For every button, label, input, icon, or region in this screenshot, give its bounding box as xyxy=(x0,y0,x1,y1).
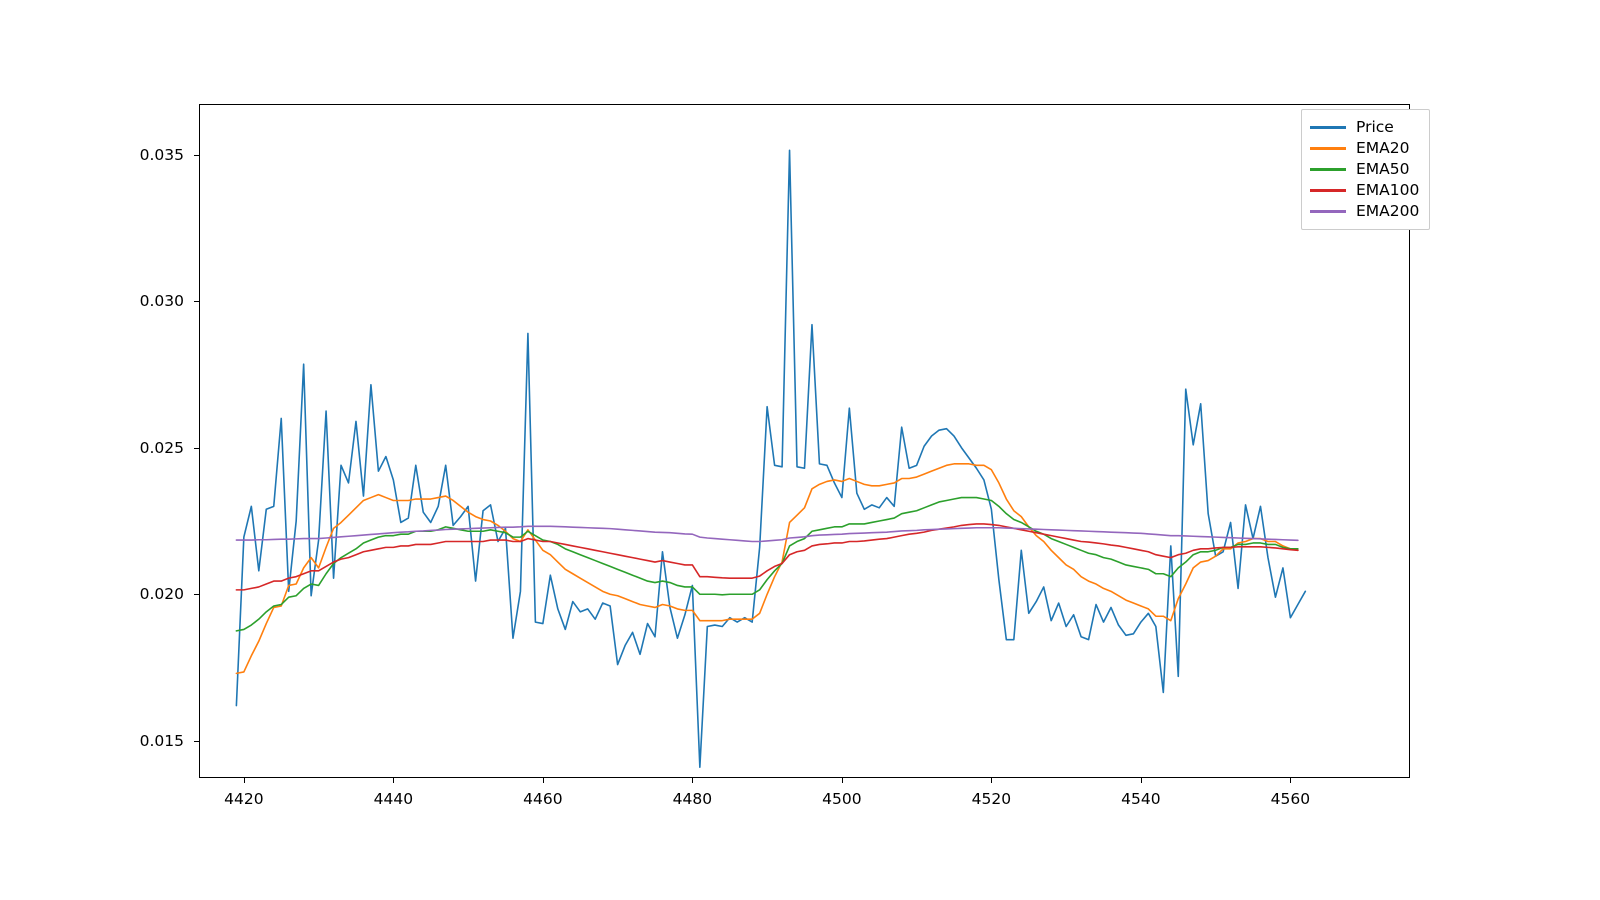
x-tick-label: 4480 xyxy=(672,790,713,808)
y-tick-label: 0.025 xyxy=(139,438,184,457)
series-line-ema50 xyxy=(235,496,1299,632)
y-tick-mark xyxy=(194,447,199,449)
legend-item-price[interactable]: Price xyxy=(1310,117,1419,138)
x-tick-mark xyxy=(991,778,993,783)
x-tick-label: 4500 xyxy=(822,790,862,808)
legend-label: EMA100 xyxy=(1356,180,1420,199)
legend-label: Price xyxy=(1356,117,1394,136)
x-tick-label: 4540 xyxy=(1121,790,1161,808)
y-tick-label: 0.035 xyxy=(139,145,184,164)
series-line-ema100 xyxy=(235,523,1299,591)
x-tick-label: 4520 xyxy=(971,790,1012,808)
legend-swatch-ema100 xyxy=(1310,189,1346,192)
y-tick-label: 0.015 xyxy=(139,731,184,750)
chart-legend[interactable]: Price EMA20 EMA50 EMA100 EMA200 xyxy=(1301,109,1431,230)
legend-item-ema20[interactable]: EMA20 xyxy=(1310,138,1419,159)
x-tick-mark xyxy=(692,778,694,783)
y-tick-label: 0.020 xyxy=(139,585,184,604)
series-line-ema20 xyxy=(235,463,1299,675)
series-line-ema200 xyxy=(235,525,1299,543)
legend-item-ema50[interactable]: EMA50 xyxy=(1310,159,1419,180)
x-tick-mark xyxy=(841,778,843,783)
legend-swatch-ema200 xyxy=(1310,210,1346,213)
y-tick-mark xyxy=(194,594,199,596)
y-tick-mark xyxy=(194,154,199,156)
plot-svg xyxy=(235,149,1307,768)
x-tick-mark xyxy=(393,778,395,783)
x-tick-label: 4420 xyxy=(224,790,264,808)
x-tick-label: 4560 xyxy=(1270,790,1311,808)
legend-swatch-ema20 xyxy=(1310,147,1346,150)
series-line-price xyxy=(235,149,1307,768)
legend-item-ema100[interactable]: EMA100 xyxy=(1310,180,1419,201)
plot-area xyxy=(199,104,1410,778)
legend-label: EMA200 xyxy=(1356,201,1420,220)
y-tick-mark xyxy=(194,740,199,742)
y-tick-label: 0.030 xyxy=(139,292,184,311)
x-tick-label: 4460 xyxy=(523,790,563,808)
legend-label: EMA20 xyxy=(1356,138,1410,157)
y-tick-mark xyxy=(194,301,199,303)
legend-swatch-price xyxy=(1310,126,1346,129)
x-tick-mark xyxy=(542,778,544,783)
legend-swatch-ema50 xyxy=(1310,168,1346,171)
x-tick-mark xyxy=(243,778,245,783)
x-tick-label: 4440 xyxy=(373,790,414,808)
x-tick-mark xyxy=(1140,778,1142,783)
legend-item-ema200[interactable]: EMA200 xyxy=(1310,201,1419,222)
legend-label: EMA50 xyxy=(1356,159,1410,178)
x-tick-mark xyxy=(1290,778,1292,783)
